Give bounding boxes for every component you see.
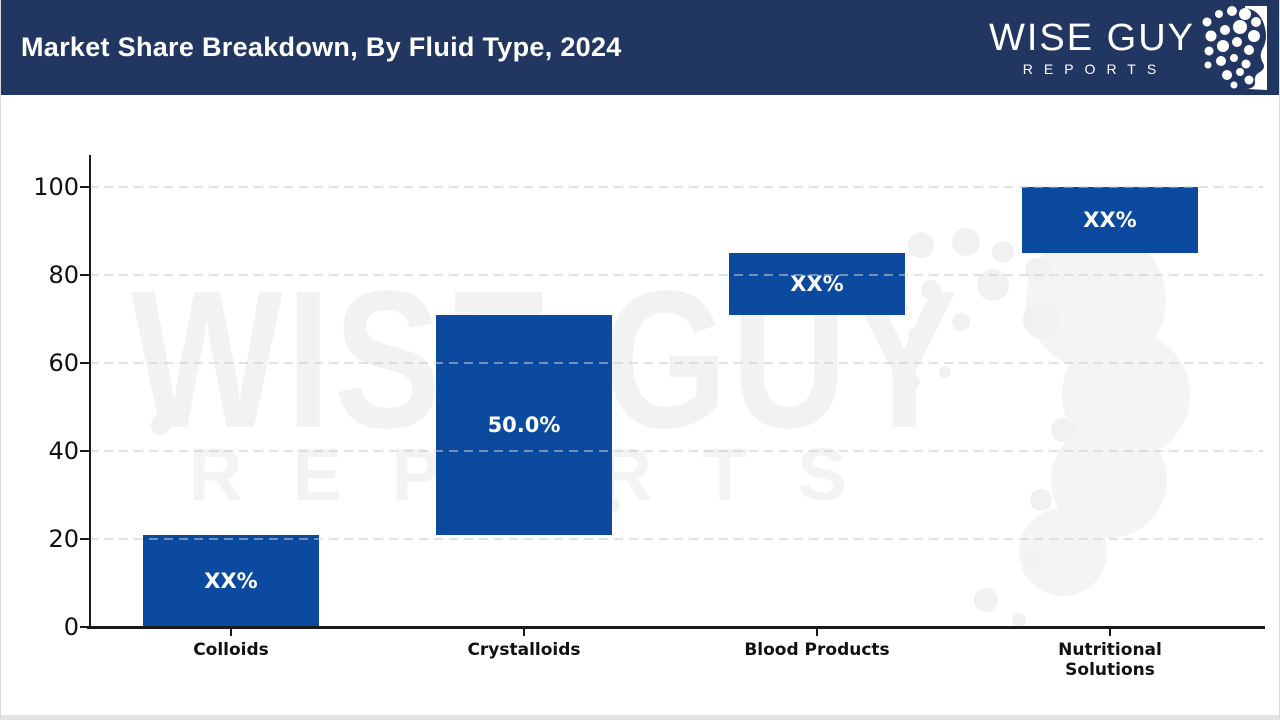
watermark-dot — [908, 232, 934, 258]
gridline — [89, 450, 1263, 452]
header: Market Share Breakdown, By Fluid Type, 2… — [1, 0, 1279, 95]
y-tick-label: 40 — [48, 437, 79, 465]
gridline — [89, 538, 1263, 540]
bar-colloids: XX% — [143, 534, 319, 627]
x-tick-label-colloids: Colloids — [193, 640, 269, 660]
x-axis-line — [87, 626, 1265, 629]
x-tick-mark — [230, 629, 232, 636]
bar-nutritional-solutions: XX% — [1022, 187, 1198, 253]
watermark-dot — [1023, 302, 1059, 338]
y-tick-label: 80 — [48, 261, 79, 289]
bar-value-label: XX% — [204, 568, 258, 593]
bar-blood-products: XX% — [729, 253, 905, 315]
watermark-dot — [1025, 258, 1049, 282]
x-tick-label-nutritional-solutions: Nutritional Solutions — [1058, 640, 1162, 681]
watermark-dot — [908, 327, 924, 343]
watermark-dot — [939, 366, 951, 378]
gridline — [89, 186, 1263, 188]
bar-value-label: 50.0% — [487, 412, 561, 437]
wiseguy-logo: WISE GUY REPORTS — [989, 5, 1267, 90]
watermark-dot — [921, 280, 941, 300]
x-tick-label-blood-products: Blood Products — [744, 640, 890, 660]
x-tick-label-crystalloids: Crystalloids — [467, 640, 581, 660]
x-tick-mark — [1109, 629, 1111, 636]
y-tick-label: 20 — [48, 525, 79, 553]
logo-face-icon — [1202, 5, 1267, 90]
watermark-dot — [1051, 418, 1075, 442]
bottom-strip — [1, 715, 1279, 720]
watermark-dot — [952, 313, 970, 331]
y-tick-label: 0 — [63, 613, 79, 641]
y-tick-label: 60 — [48, 349, 79, 377]
watermark-dot — [906, 375, 920, 389]
gridline — [89, 362, 1263, 364]
y-tick-mark — [80, 450, 89, 452]
logo-brand-text: WISE GUY — [988, 16, 1195, 59]
gridline — [89, 274, 1263, 276]
logo-wordmark: WISE GUY REPORTS — [989, 19, 1195, 77]
y-tick-mark — [80, 362, 89, 364]
y-tick-mark — [80, 538, 89, 540]
logo-reports-text: REPORTS — [1022, 60, 1168, 77]
y-axis-line — [89, 155, 91, 628]
x-tick-mark — [816, 629, 818, 636]
y-tick-mark — [80, 186, 89, 188]
watermark-dot — [992, 241, 1014, 263]
y-tick-label: 100 — [33, 173, 79, 201]
page-title: Market Share Breakdown, By Fluid Type, 2… — [21, 32, 622, 62]
bar-crystalloids: 50.0% — [436, 314, 612, 535]
x-tick-mark — [523, 629, 525, 636]
watermark-dot — [1030, 489, 1052, 511]
y-tick-mark — [80, 274, 89, 276]
watermark-dot — [151, 415, 171, 435]
bar-value-label: XX% — [1083, 208, 1137, 232]
y-tick-mark — [80, 626, 89, 628]
watermark-dot — [1024, 551, 1042, 569]
watermark-dot — [974, 588, 998, 612]
watermark-dot — [952, 228, 980, 256]
watermark-dot — [1012, 613, 1026, 627]
